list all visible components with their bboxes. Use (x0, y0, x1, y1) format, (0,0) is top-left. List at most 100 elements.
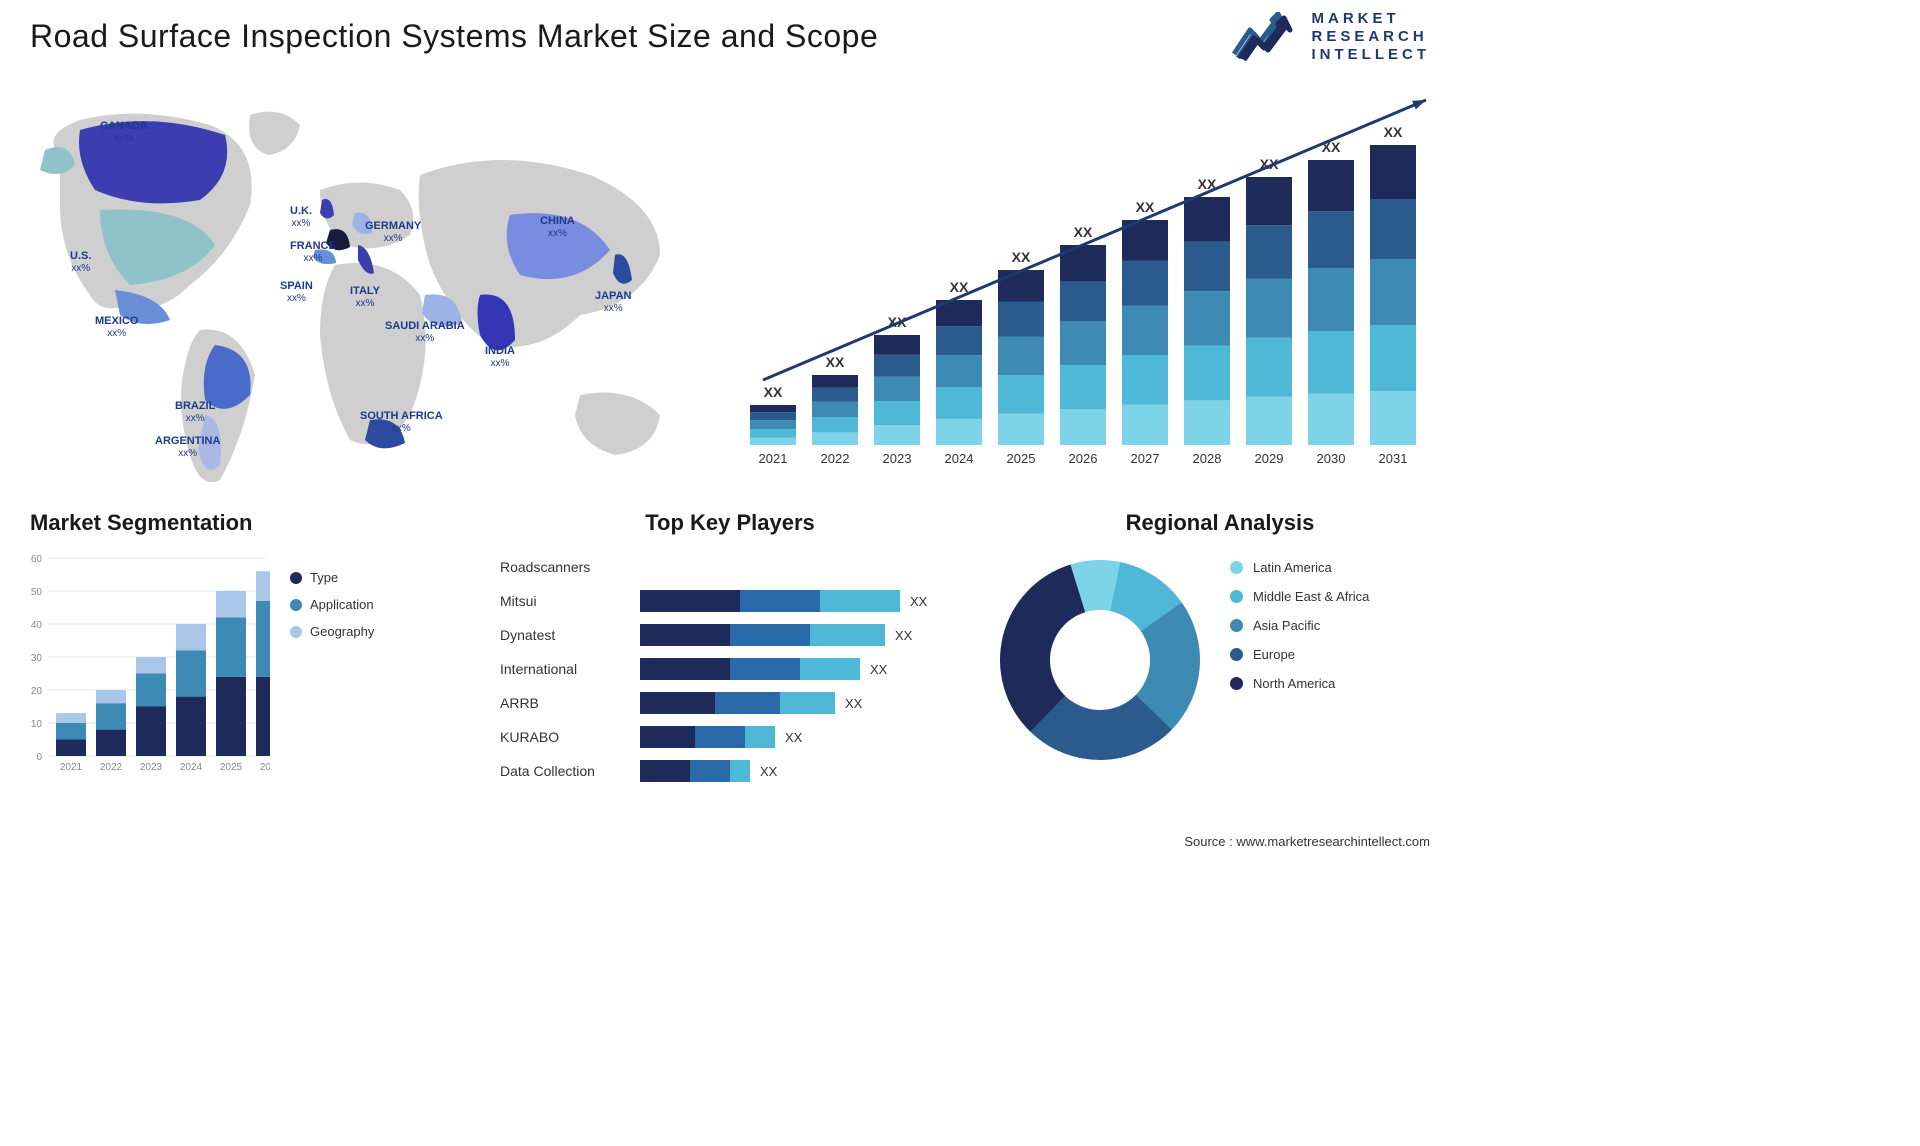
regional-legend-label: Middle East & Africa (1253, 589, 1369, 604)
player-name: ARRB (500, 695, 630, 711)
player-bar (640, 658, 860, 680)
player-bar-segment (730, 658, 800, 680)
player-bar-segment (695, 726, 745, 748)
map-label-argentina: ARGENTINAxx% (155, 435, 220, 460)
source-line: Source : www.marketresearchintellect.com (1184, 834, 1430, 849)
player-bar-wrap: XX (640, 624, 912, 646)
svg-text:XX: XX (764, 384, 783, 400)
legend-dot-icon (1230, 561, 1243, 574)
player-name: Roadscanners (500, 559, 630, 575)
regional-donut-svg (990, 550, 1210, 770)
player-bar (640, 692, 835, 714)
player-bar-segment (640, 658, 730, 680)
players-body: RoadscannersMitsuiXXDynatestXXInternatio… (500, 550, 960, 788)
players-title: Top Key Players (500, 510, 960, 536)
player-value: XX (760, 764, 777, 779)
player-value: XX (910, 594, 927, 609)
legend-dot-icon (1230, 590, 1243, 603)
player-bar-segment (640, 624, 730, 646)
player-value: XX (845, 696, 862, 711)
player-row: Mitsui XX (500, 584, 960, 618)
map-label-india: INDIAxx% (485, 345, 515, 370)
map-label-southafrica: SOUTH AFRICAxx% (360, 410, 443, 435)
player-bar-wrap: XX (640, 760, 777, 782)
map-label-italy: ITALYxx% (350, 285, 380, 310)
player-bar-wrap: XX (640, 590, 927, 612)
player-row: ARRB XX (500, 686, 960, 720)
player-row: DynatestXX (500, 618, 960, 652)
player-bar-segment (780, 692, 835, 714)
player-bar-segment (800, 658, 860, 680)
player-bar-segment (640, 726, 695, 748)
player-bar (640, 726, 775, 748)
regional-title: Regional Analysis (1000, 510, 1440, 536)
main-market-chart: XX2021XX2022XX2023XX2024XX2025XX2026XX20… (740, 95, 1430, 475)
player-row: Roadscanners (500, 550, 960, 584)
player-bar (640, 624, 885, 646)
legend-dot-icon (1230, 619, 1243, 632)
map-label-china: CHINAxx% (540, 215, 575, 240)
svg-text:XX: XX (826, 354, 845, 370)
map-label-france: FRANCExx% (290, 240, 336, 265)
map-label-mexico: MEXICOxx% (95, 315, 138, 340)
map-label-saudiarabia: SAUDI ARABIAxx% (385, 320, 465, 345)
player-bar-wrap: XX (640, 726, 802, 748)
map-label-us: U.S.xx% (70, 250, 91, 275)
player-bar (640, 590, 900, 612)
seg-legend-label: Type (310, 570, 338, 585)
player-name: KURABO (500, 729, 630, 745)
regional-legend-label: Europe (1253, 647, 1295, 662)
svg-text:2030: 2030 (1317, 451, 1346, 466)
regional-legend-label: Latin America (1253, 560, 1332, 575)
svg-text:2028: 2028 (1193, 451, 1222, 466)
seg-legend-label: Application (310, 597, 374, 612)
regional-legend-item: Middle East & Africa (1230, 589, 1369, 604)
segmentation-chart-svg: 0102030405060202120222023202420252026 (20, 548, 270, 778)
legend-dot-icon (290, 599, 302, 611)
player-bar-segment (640, 760, 690, 782)
map-label-canada: CANADAxx% (100, 120, 148, 145)
svg-text:2025: 2025 (220, 762, 243, 773)
seg-legend-item: Type (290, 570, 374, 585)
svg-text:60: 60 (31, 554, 43, 565)
main-chart-svg: XX2021XX2022XX2023XX2024XX2025XX2026XX20… (740, 95, 1430, 475)
svg-text:XX: XX (950, 279, 969, 295)
regional-legend-item: Latin America (1230, 560, 1369, 575)
svg-text:2023: 2023 (883, 451, 912, 466)
player-value: XX (785, 730, 802, 745)
svg-text:2025: 2025 (1007, 451, 1036, 466)
svg-text:2031: 2031 (1379, 451, 1408, 466)
svg-text:2022: 2022 (100, 762, 123, 773)
regional-legend-label: Asia Pacific (1253, 618, 1320, 633)
player-value: XX (895, 628, 912, 643)
player-name: Mitsui (500, 593, 630, 609)
svg-text:2021: 2021 (60, 762, 83, 773)
legend-dot-icon (1230, 648, 1243, 661)
legend-dot-icon (1230, 677, 1243, 690)
player-row: InternationalXX (500, 652, 960, 686)
svg-text:2024: 2024 (945, 451, 974, 466)
svg-text:30: 30 (31, 653, 43, 664)
svg-text:2022: 2022 (821, 451, 850, 466)
player-bar-segment (810, 624, 885, 646)
player-bar-wrap: XX (640, 658, 887, 680)
svg-text:40: 40 (31, 620, 43, 631)
svg-text:0: 0 (36, 752, 42, 763)
svg-text:XX: XX (1012, 249, 1031, 265)
legend-dot-icon (290, 626, 302, 638)
svg-text:2026: 2026 (260, 762, 270, 773)
regional-legend: Latin America Middle East & Africa Asia Pa… (1230, 560, 1369, 705)
svg-text:2029: 2029 (1255, 451, 1284, 466)
regional-legend-label: North America (1253, 676, 1335, 691)
map-label-uk: U.K.xx% (290, 205, 312, 230)
brand-logo: MARKET RESEARCH INTELLECT (1232, 10, 1431, 64)
player-bar-segment (820, 590, 900, 612)
brand-text: MARKET RESEARCH INTELLECT (1312, 10, 1431, 64)
player-bar-segment (640, 692, 715, 714)
svg-text:XX: XX (1074, 224, 1093, 240)
player-row: Data Collection XX (500, 754, 960, 788)
player-bar-wrap: XX (640, 692, 862, 714)
svg-text:2024: 2024 (180, 762, 203, 773)
player-name: Data Collection (500, 763, 630, 779)
player-bar-segment (640, 590, 740, 612)
